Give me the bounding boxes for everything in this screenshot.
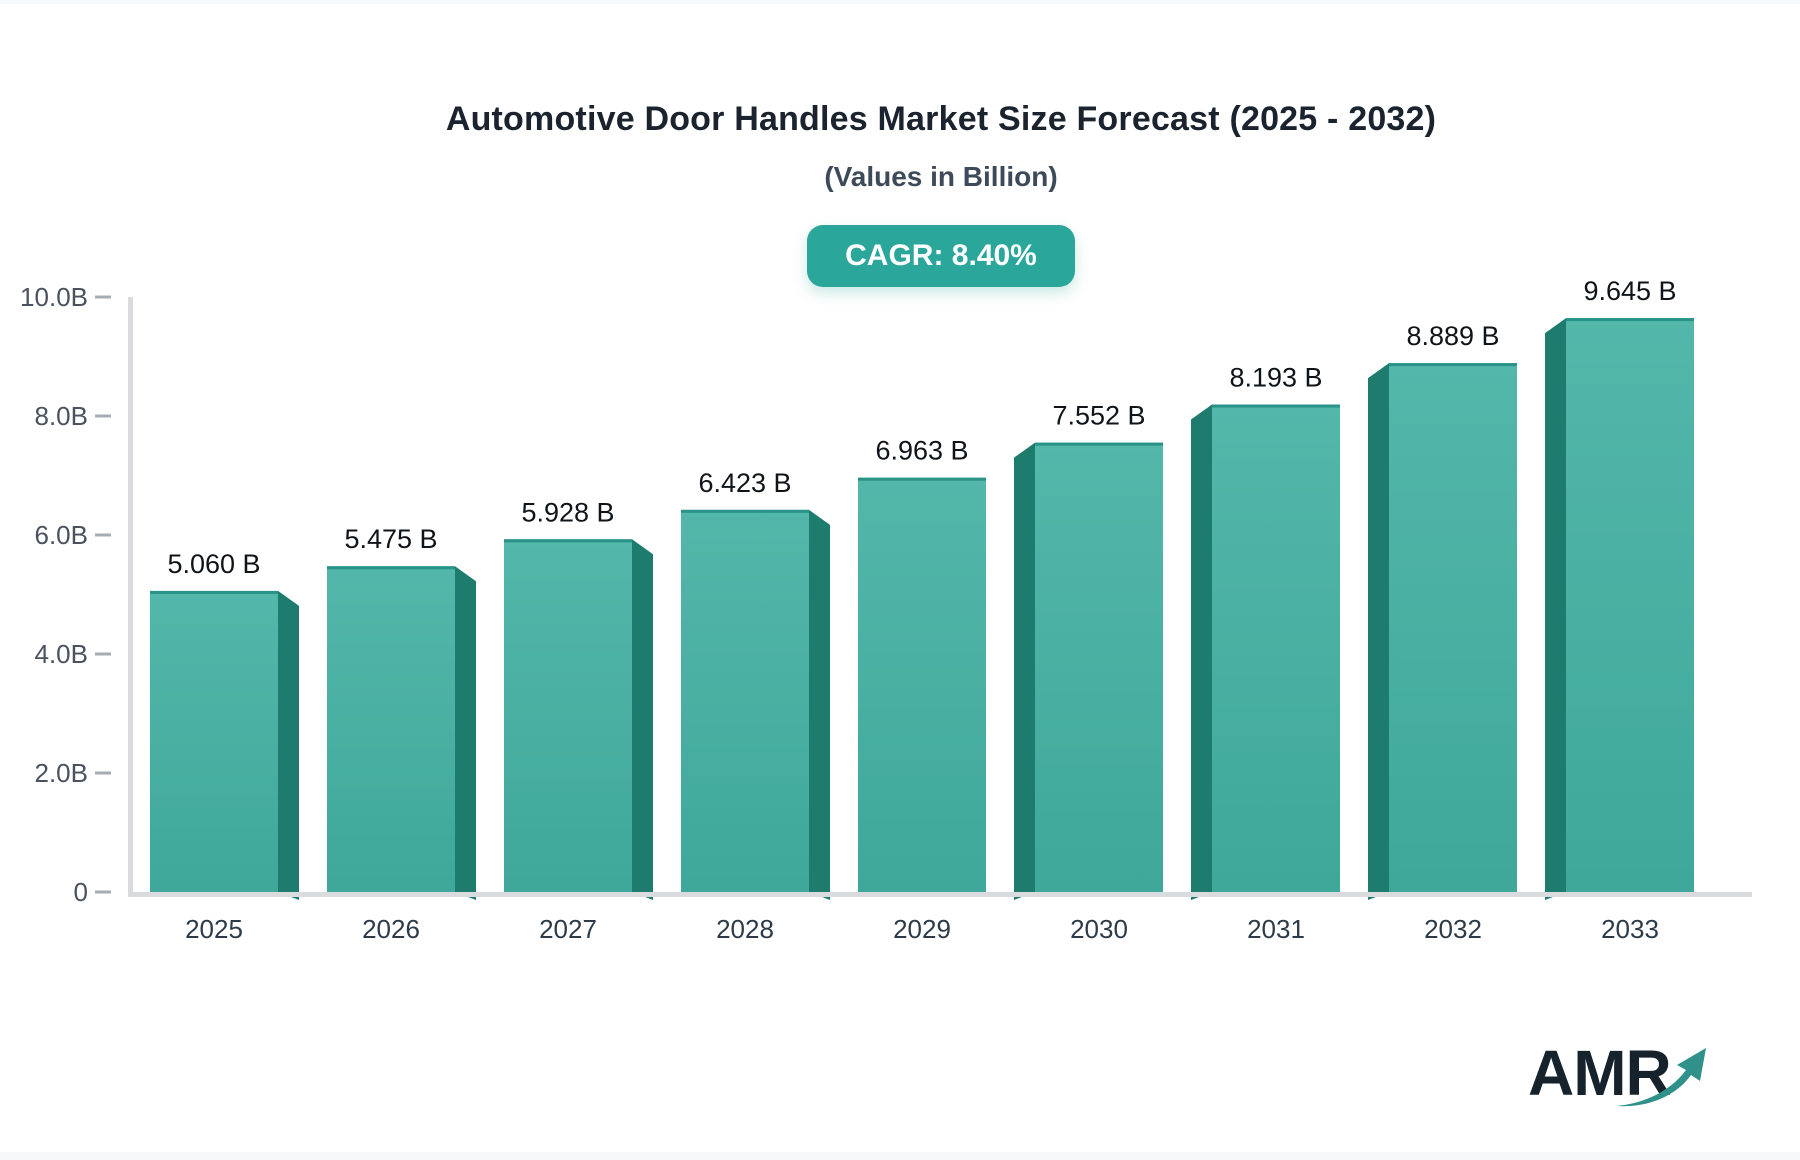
bar-top-edge [150,590,278,594]
bar-2031 [1212,404,1340,892]
bar-2030 [1035,442,1163,892]
bar-top-edge [327,566,455,570]
trend-arrow-icon [1616,1048,1706,1107]
bar-side-panel [632,539,653,900]
bar-value-label: 6.963 B [875,436,968,466]
bar-top-edge [1389,363,1517,367]
bar-top-edge [858,477,986,481]
amr-logo: AMR [1528,1036,1718,1116]
y-tick-mark [95,295,111,299]
x-axis-label: 2026 [362,914,420,944]
chart-subtitle: (Values in Billion) [824,161,1058,192]
x-axis-label: 2027 [539,914,597,944]
y-tick-mark [95,771,111,775]
bar-value-label: 7.552 B [1052,401,1145,431]
x-axis-line [128,892,1752,897]
y-tick-label: 6.0B [35,520,89,550]
y-tick-mark [95,533,111,537]
bar-side-panel [809,509,830,900]
bar-side-panel [1545,318,1566,900]
bar-top-edge [1035,442,1163,446]
chart-header: Automotive Door Handles Market Size Fore… [130,4,1752,287]
y-tick-label: 2.0B [35,758,89,788]
bar-top-edge [681,509,809,513]
bar-side-panel [455,566,476,900]
bar-value-label: 9.645 B [1583,276,1676,306]
bar-side-panel [1014,442,1035,900]
bar-chart: 0 2.0B 4.0B 6.0B 8.0B 10.0B 5.060 B 2025 5.475 B… [20,276,1752,944]
bar-2028 [681,509,809,892]
bar-top-edge [504,539,632,543]
bar-value-label: 5.475 B [344,524,437,554]
bar-side-panel [1191,404,1212,900]
y-tick-label: 4.0B [35,639,89,669]
y-tick-mark [95,890,111,894]
bar-value-label: 6.423 B [698,468,791,498]
bar-value-label: 8.889 B [1406,321,1499,351]
y-axis-line [128,297,133,897]
amr-logo-text: AMR [1528,1037,1672,1109]
x-axis-label: 2029 [893,914,951,944]
bar-2029 [858,477,986,892]
bar-value-label: 5.060 B [167,549,260,579]
x-axis-label: 2025 [185,914,243,944]
bar-value-label: 5.928 B [521,497,614,527]
x-axis-label: 2032 [1424,914,1482,944]
cagr-badge: CAGR: 8.40% [807,225,1075,287]
bar-2033 [1566,318,1694,892]
bar-side-panel [1368,363,1389,900]
y-tick-mark [95,652,111,656]
x-axis-label: 2031 [1247,914,1305,944]
y-tick-label: 8.0B [35,401,89,431]
x-axis-label: 2033 [1601,914,1659,944]
chart-title: Automotive Door Handles Market Size Fore… [445,100,1437,138]
bar-top-edge [1566,318,1694,322]
x-axis-label: 2030 [1070,914,1128,944]
bar-top-edge [1212,404,1340,408]
y-tick-label: 10.0B [20,282,88,312]
bar-2026 [327,566,455,892]
bar-2025 [150,590,278,892]
chart-card: Automotive Door Handles Market Size Fore… [0,4,1800,1152]
y-tick-mark [95,414,111,418]
bar-2027 [504,539,632,892]
bar-side-panel [278,590,299,900]
y-tick-label: 0 [74,877,88,907]
bar-2032 [1389,363,1517,892]
x-axis-label: 2028 [716,914,774,944]
bar-value-label: 8.193 B [1229,363,1322,393]
